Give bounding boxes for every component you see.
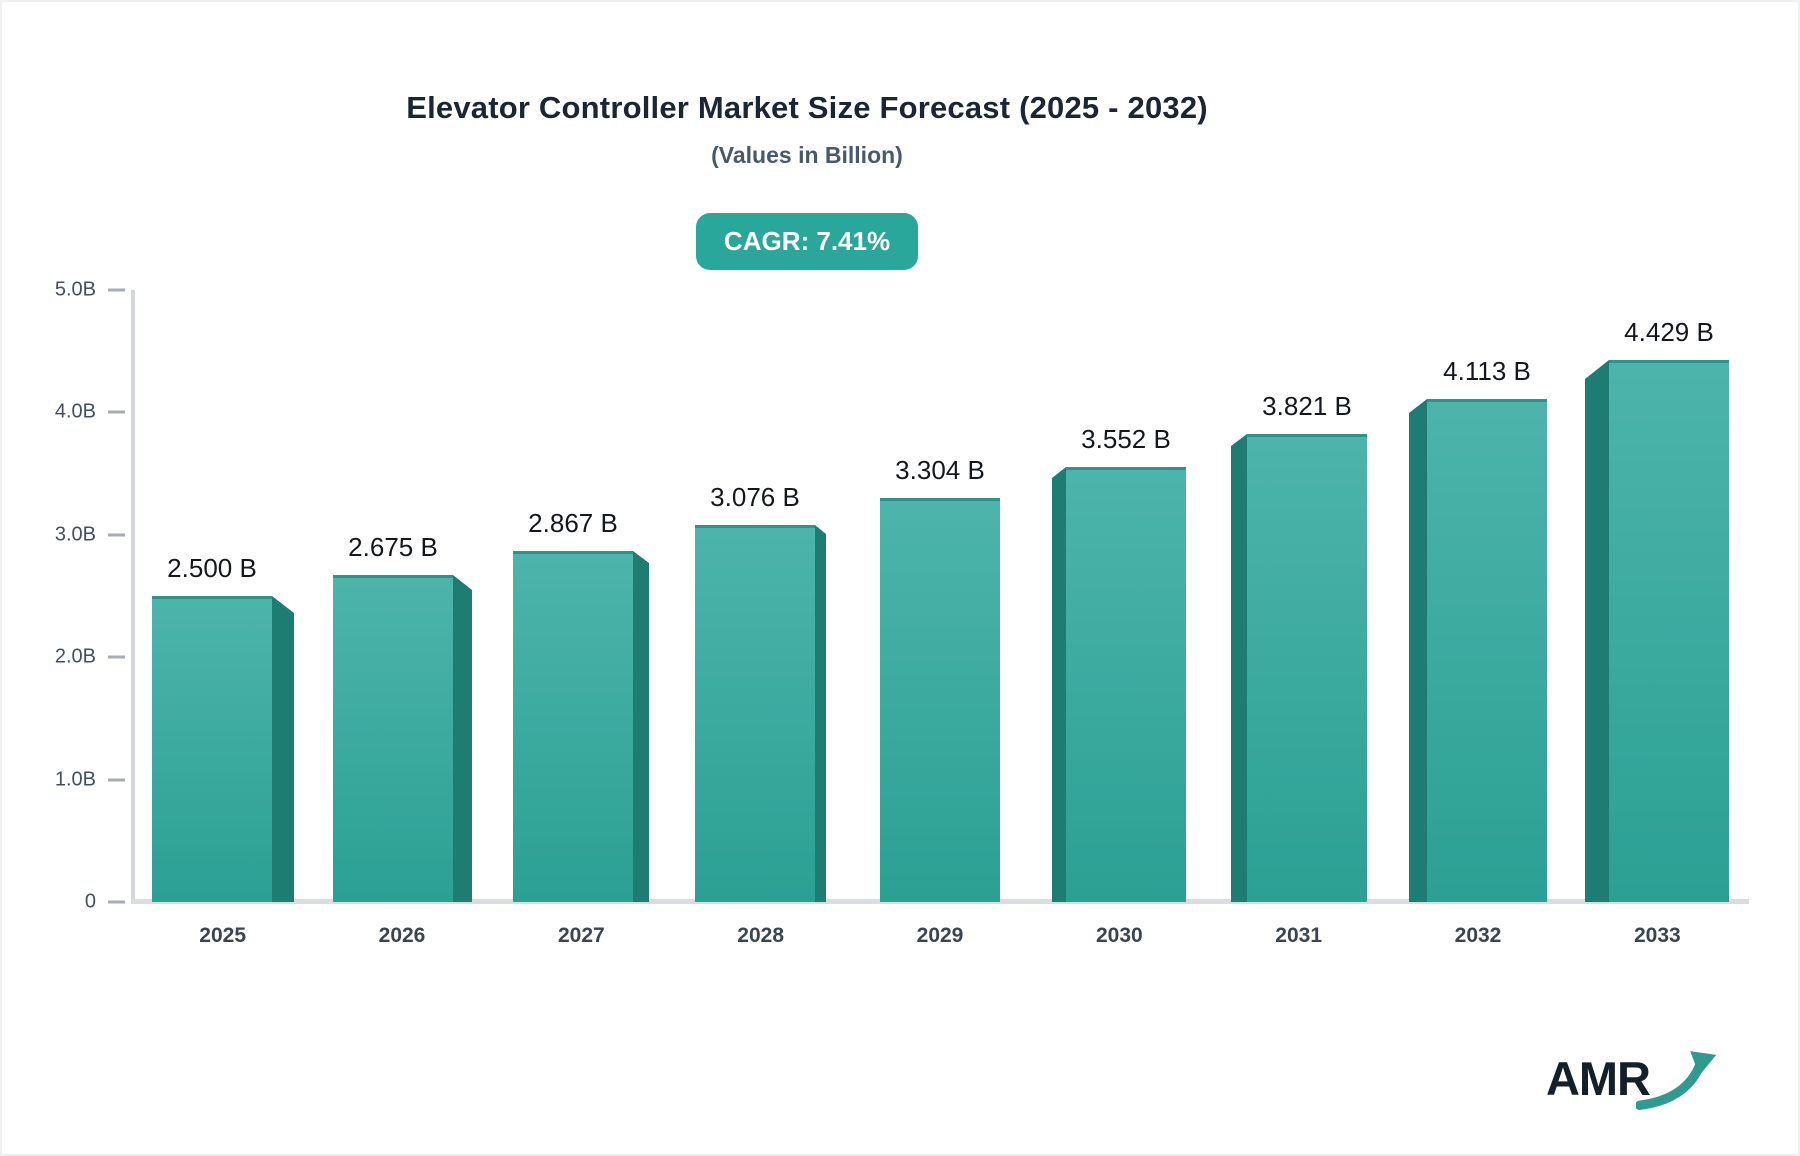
bar-value-label: 2.675 B <box>348 532 438 562</box>
bar-value-label: 3.552 B <box>1081 424 1171 454</box>
y-tick-label: 5.0B <box>54 278 96 301</box>
x-axis-label-2028: 2028 <box>737 924 785 947</box>
y-tick-label: 4.0B <box>54 400 96 423</box>
x-axis-label-2032: 2032 <box>1454 924 1502 947</box>
y-tick-mark <box>108 900 125 904</box>
bar-side-face <box>815 525 826 902</box>
bar-front-face <box>1066 467 1186 902</box>
bar-side-face <box>1585 360 1609 902</box>
x-axis-label-2030: 2030 <box>1095 924 1143 947</box>
growth-arrow-icon <box>1636 1051 1717 1110</box>
bar-value-label: 4.429 B <box>1624 317 1714 347</box>
bar-2033: 4.429 B <box>1585 317 1729 902</box>
x-axis-label-2027: 2027 <box>557 924 605 947</box>
bar-front-face <box>333 575 453 902</box>
bar-side-face <box>453 575 472 902</box>
cagr-badge: CAGR: 7.41% <box>695 213 919 270</box>
bar-front-face <box>695 525 815 902</box>
bar-value-label: 3.304 B <box>895 455 985 485</box>
bar-front-face <box>880 498 1000 902</box>
bar-side-face <box>1409 399 1427 902</box>
bar-2025: 2.500 B <box>152 553 294 902</box>
bar-value-label: 2.867 B <box>528 508 618 538</box>
bar-side-face <box>633 551 649 902</box>
chart-header: Elevator Controller Market Size Forecast… <box>2 90 1612 270</box>
bar-2030: 3.552 B <box>1052 424 1186 902</box>
x-axis-label-2025: 2025 <box>199 924 247 947</box>
y-tick-label: 1.0B <box>54 768 96 791</box>
bar-value-label: 3.076 B <box>710 482 800 512</box>
y-tick-label: 3.0B <box>54 523 96 546</box>
bar-side-face <box>272 596 294 902</box>
bar-side-face <box>1052 467 1066 902</box>
x-axis-label-2026: 2026 <box>378 924 426 947</box>
plot-area: 2.500 B 2025 2.675 B 2026 2.867 B 2027 3.076 B… <box>133 290 1747 947</box>
bar-front-face <box>1609 360 1729 902</box>
y-tick-mark <box>108 778 125 782</box>
y-axis-line <box>131 290 135 902</box>
bar-front-face <box>513 551 633 902</box>
chart-title: Elevator Controller Market Size Forecast… <box>406 90 1208 125</box>
x-axis-label-2029: 2029 <box>916 924 964 947</box>
bar-front-face <box>1247 434 1367 902</box>
chart-subtitle: (Values in Billion) <box>711 142 903 168</box>
amr-logo: AMR <box>1546 1040 1720 1116</box>
bar-side-face <box>1231 434 1247 902</box>
bar-value-label: 4.113 B <box>1443 356 1531 386</box>
y-tick-mark <box>108 533 125 537</box>
y-tick-mark <box>108 410 125 414</box>
bar-2031: 3.821 B <box>1231 391 1367 902</box>
x-axis-label-2031: 2031 <box>1275 924 1323 947</box>
bar-front-face <box>152 596 272 902</box>
bar-value-label: 2.500 B <box>167 553 257 583</box>
bar-value-label: 3.821 B <box>1262 391 1352 421</box>
bar-2028: 3.076 B <box>695 482 826 902</box>
y-tick-label: 2.0B <box>54 645 96 668</box>
bar-2026: 2.675 B <box>333 532 472 902</box>
x-axis-label-2033: 2033 <box>1633 924 1681 947</box>
y-tick-mark <box>108 288 125 292</box>
bar-front-face <box>1427 399 1547 902</box>
y-tick-mark <box>108 655 125 659</box>
amr-logo-text: AMR <box>1545 1051 1651 1105</box>
bar-2027: 2.867 B <box>513 508 649 902</box>
bar-2029: 3.304 B <box>880 455 1000 902</box>
y-tick-label: 0 <box>84 890 96 913</box>
bar-2032: 4.113 B <box>1409 356 1547 902</box>
